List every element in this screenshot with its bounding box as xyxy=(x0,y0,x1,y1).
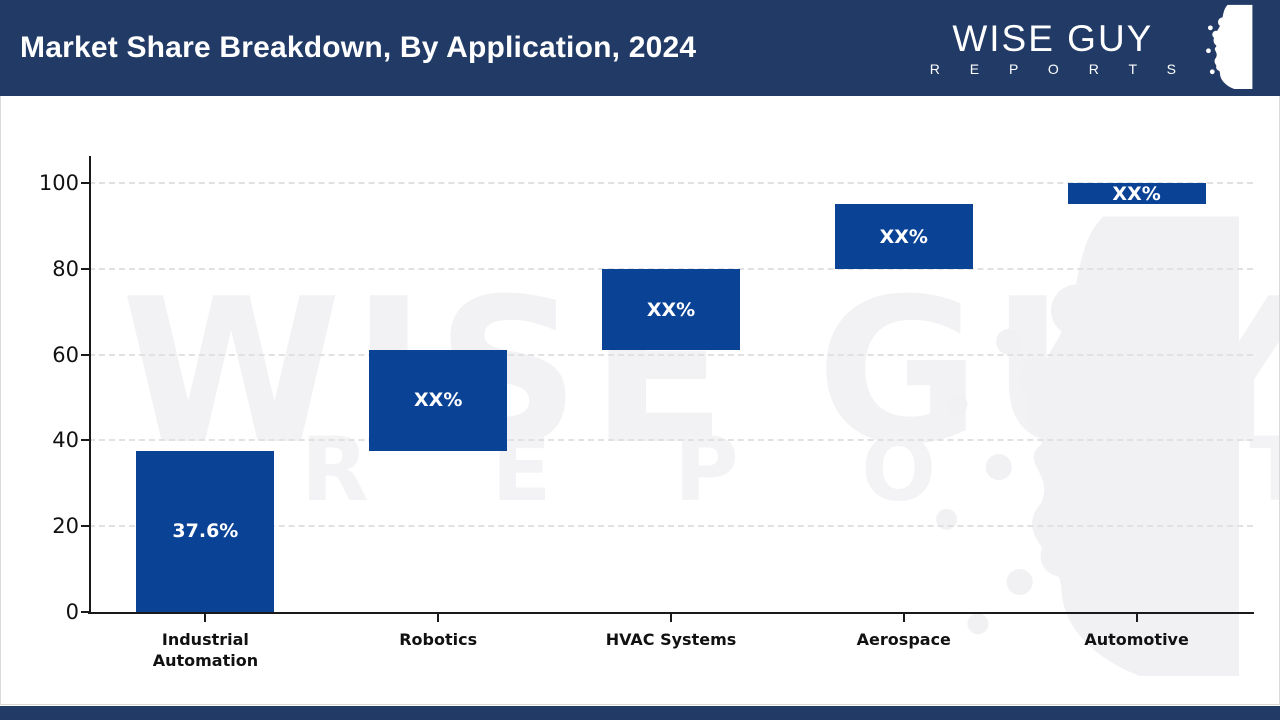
brand-logo: WISE GUY R E P O R T S xyxy=(930,3,1254,93)
bar-value-label: XX% xyxy=(1112,182,1161,205)
bar-segment: XX% xyxy=(369,350,508,451)
bar-segment: XX% xyxy=(834,204,973,269)
y-axis-tick xyxy=(81,267,89,270)
x-axis-tick xyxy=(204,614,207,622)
bar-value-label: XX% xyxy=(879,225,928,248)
gridline xyxy=(89,439,1253,442)
y-axis-tick-label: 100 xyxy=(38,171,79,195)
gridline xyxy=(89,353,1253,356)
y-axis-tick xyxy=(81,182,89,184)
y-axis-tick-label: 60 xyxy=(52,342,79,367)
chart-area: WISE GUY R E P O R T S 02040608010037.6%… xyxy=(0,96,1280,705)
chart-title: Market Share Breakdown, By Application, … xyxy=(20,31,697,64)
y-axis-tick xyxy=(81,611,89,613)
bar-segment: XX% xyxy=(602,268,740,351)
y-axis-tick-label: 0 xyxy=(65,600,79,624)
y-axis-tick-label: 80 xyxy=(52,256,79,281)
x-axis-line xyxy=(88,612,1254,614)
bar-value-label: XX% xyxy=(646,298,696,321)
x-axis-tick xyxy=(437,614,440,622)
category-label: HVAC Systems xyxy=(605,630,737,649)
dotted-head-logo-icon xyxy=(1182,3,1254,93)
category-label: Robotics xyxy=(399,630,478,649)
watermark-head-icon xyxy=(851,206,1251,680)
header-bar: Market Share Breakdown, By Application, … xyxy=(0,0,1280,96)
bar-value-label: XX% xyxy=(414,389,463,412)
y-axis-tick-label: 20 xyxy=(52,514,79,539)
category-label: Industrial Automation xyxy=(152,630,259,670)
bar-value-label: 37.6% xyxy=(172,520,239,543)
brand-name: WISE GUY xyxy=(952,18,1154,59)
x-axis-tick xyxy=(1135,614,1138,622)
footer-bar xyxy=(0,706,1280,720)
brand-subname: R E P O R T S xyxy=(929,61,1189,77)
gridline xyxy=(89,182,1253,184)
category-label: Aerospace xyxy=(856,630,951,649)
gridline xyxy=(89,525,1253,528)
y-axis-tick xyxy=(81,439,89,442)
y-axis-tick xyxy=(81,525,89,528)
bar-segment: XX% xyxy=(1067,182,1206,205)
y-axis-line xyxy=(89,156,91,614)
brand-logo-text: WISE GUY R E P O R T S xyxy=(930,20,1176,76)
y-axis-tick xyxy=(81,353,89,356)
x-axis-tick xyxy=(902,614,905,622)
bar-segment: 37.6% xyxy=(136,450,275,612)
x-axis-tick xyxy=(670,614,672,622)
category-label: Automotive xyxy=(1084,630,1189,649)
y-axis-tick-label: 40 xyxy=(52,428,79,453)
